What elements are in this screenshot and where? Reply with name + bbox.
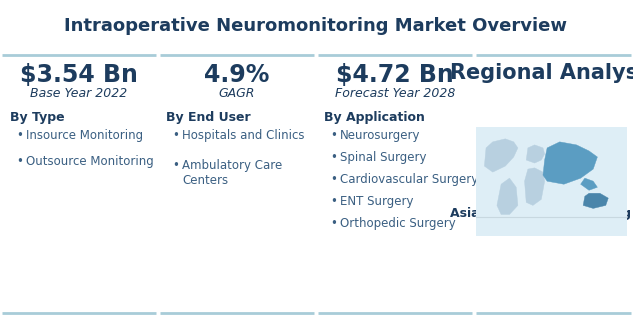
- Polygon shape: [525, 168, 544, 205]
- Text: GAGR: GAGR: [219, 87, 255, 100]
- Text: •: •: [330, 217, 337, 230]
- Text: Asia Pacific is Dominating the
Region 32% Share: Asia Pacific is Dominating the Region 32…: [449, 207, 633, 235]
- Text: Regional Analysis: Regional Analysis: [450, 63, 633, 83]
- Polygon shape: [580, 178, 598, 190]
- Polygon shape: [484, 139, 518, 172]
- Text: By End User: By End User: [166, 111, 251, 124]
- Text: •: •: [330, 195, 337, 208]
- Polygon shape: [543, 142, 598, 184]
- Text: Cardiovascular Surgery: Cardiovascular Surgery: [340, 173, 479, 186]
- Text: Orthopedic Surgery: Orthopedic Surgery: [340, 217, 456, 230]
- Text: 4.9%: 4.9%: [204, 63, 270, 87]
- Text: •: •: [16, 129, 23, 142]
- Text: $4.72 Bn: $4.72 Bn: [336, 63, 454, 87]
- Polygon shape: [583, 193, 608, 208]
- Text: $3.54 Bn: $3.54 Bn: [20, 63, 138, 87]
- Text: Outsource Monitoring: Outsource Monitoring: [26, 155, 154, 168]
- Text: •: •: [330, 151, 337, 164]
- Text: •: •: [330, 173, 337, 186]
- Text: By Type: By Type: [10, 111, 65, 124]
- Text: •: •: [16, 155, 23, 168]
- Text: By Application: By Application: [324, 111, 425, 124]
- Text: ENT Surgery: ENT Surgery: [340, 195, 413, 208]
- Text: Intraoperative Neuromonitoring Market Overview: Intraoperative Neuromonitoring Market Ov…: [65, 17, 568, 35]
- Text: •: •: [172, 159, 179, 172]
- Polygon shape: [497, 178, 518, 215]
- Text: •: •: [330, 129, 337, 142]
- Polygon shape: [526, 145, 544, 163]
- Text: Neurosurgery: Neurosurgery: [340, 129, 420, 142]
- Text: Insource Monitoring: Insource Monitoring: [26, 129, 143, 142]
- Text: Base Year 2022: Base Year 2022: [30, 87, 128, 100]
- Text: Ambulatory Care
Centers: Ambulatory Care Centers: [182, 159, 282, 187]
- Text: Hospitals and Clinics: Hospitals and Clinics: [182, 129, 304, 142]
- Text: Forecast Year 2028: Forecast Year 2028: [335, 87, 455, 100]
- Text: Spinal Surgery: Spinal Surgery: [340, 151, 427, 164]
- Text: •: •: [172, 129, 179, 142]
